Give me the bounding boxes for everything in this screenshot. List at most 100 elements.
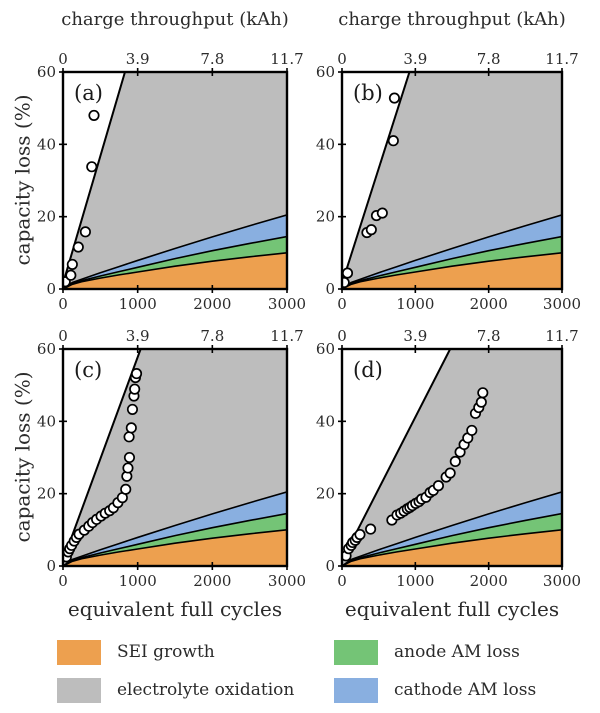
data-points	[342, 92, 400, 289]
svg-text:0: 0	[337, 50, 347, 68]
svg-text:60: 60	[37, 63, 56, 81]
data-points	[342, 387, 489, 562]
anode-am-loss-swatch	[334, 639, 378, 665]
anode-am-loss-region	[63, 236, 287, 289]
electrolyte-oxidation-region	[63, 349, 287, 566]
data-point	[387, 135, 399, 147]
svg-text:7.8: 7.8	[200, 50, 224, 68]
region-boundary-line	[63, 235, 287, 289]
sei-growth-region	[342, 529, 562, 566]
axes-spines	[61, 70, 289, 291]
svg-text:0: 0	[58, 295, 68, 313]
svg-text:40: 40	[316, 135, 335, 153]
svg-text:0: 0	[337, 295, 347, 313]
svg-text:0: 0	[325, 557, 335, 575]
data-point	[123, 451, 136, 464]
panel-letter: (c)	[74, 358, 102, 382]
data-point	[354, 528, 366, 541]
sei-growth-swatch	[57, 639, 101, 665]
oxidation-envelope-line	[342, 72, 411, 284]
svg-text:20: 20	[37, 208, 56, 226]
legend-label: electrolyte oxidation	[117, 680, 295, 700]
data-point	[432, 480, 444, 492]
axes-spines	[340, 347, 564, 568]
svg-text:40: 40	[316, 412, 335, 430]
svg-text:0: 0	[58, 50, 68, 68]
svg-text:3000: 3000	[268, 572, 306, 590]
cathode-am-loss-region	[342, 214, 562, 289]
cathode-am-loss-region	[63, 491, 287, 566]
legend-item-cathode-am-loss: cathode AM loss	[334, 677, 536, 703]
region-boundary-line	[342, 491, 562, 566]
cathode-am-loss-region	[63, 214, 287, 289]
svg-text:20: 20	[37, 485, 56, 503]
data-point	[477, 387, 489, 399]
cathode-am-loss-swatch	[334, 677, 378, 703]
svg-text:11.7: 11.7	[545, 327, 578, 345]
data-point	[126, 403, 138, 415]
svg-text:40: 40	[37, 135, 56, 153]
svg-text:3.9: 3.9	[126, 327, 150, 345]
data-point	[365, 523, 377, 535]
region-boundary-line	[63, 252, 287, 289]
svg-text:1000: 1000	[119, 295, 157, 313]
cathode-am-loss-region	[342, 491, 562, 566]
svg-text:7.8: 7.8	[477, 327, 501, 345]
svg-text:3.9: 3.9	[126, 50, 150, 68]
svg-text:11.7: 11.7	[270, 50, 303, 68]
legend-item-sei-growth: SEI growth	[57, 639, 215, 665]
svg-text:1000: 1000	[119, 572, 157, 590]
data-point	[129, 383, 141, 395]
top-axis-title-b: charge throughput (kAh)	[338, 9, 566, 30]
plot-area	[63, 349, 287, 566]
sei-growth-region	[63, 252, 287, 289]
electrolyte-oxidation-region	[63, 72, 287, 289]
data-point	[449, 455, 461, 468]
region-boundary-line	[342, 214, 562, 289]
data-point	[123, 431, 135, 443]
svg-text:60: 60	[316, 340, 335, 358]
svg-text:0: 0	[325, 280, 335, 298]
x-axis-title-c: equivalent full cycles	[67, 597, 283, 621]
data-point	[365, 224, 377, 236]
legend-label: SEI growth	[117, 642, 215, 662]
panel-letter: (b)	[353, 81, 383, 105]
svg-text:7.8: 7.8	[200, 327, 224, 345]
svg-text:11.7: 11.7	[545, 50, 578, 68]
svg-text:0: 0	[46, 557, 56, 575]
sei-growth-region	[63, 529, 287, 566]
svg-text:60: 60	[37, 340, 56, 358]
legend-item-electrolyte-oxidation: electrolyte oxidation	[57, 677, 294, 703]
data-points	[63, 368, 143, 563]
svg-text:3000: 3000	[268, 295, 306, 313]
svg-text:2000: 2000	[470, 572, 508, 590]
plot-area	[342, 72, 562, 289]
data-point	[72, 241, 84, 253]
oxidation-envelope-line	[63, 349, 142, 561]
svg-text:0: 0	[58, 327, 68, 345]
svg-text:1000: 1000	[396, 572, 434, 590]
data-point	[79, 226, 91, 238]
y-axis-title-row2: capacity loss (%)	[10, 371, 35, 543]
oxidation-envelope-line	[342, 349, 452, 562]
plot-area	[342, 349, 562, 566]
data-point	[342, 276, 350, 289]
data-point	[88, 109, 100, 121]
axes-spines	[61, 347, 289, 568]
electrolyte-oxidation-swatch	[57, 677, 101, 703]
svg-text:2000: 2000	[193, 572, 231, 590]
data-point	[376, 207, 388, 219]
region-boundary-line	[342, 235, 562, 289]
data-point	[66, 258, 78, 270]
anode-am-loss-region	[342, 236, 562, 289]
panel-letter: (d)	[353, 358, 383, 382]
data-point	[444, 467, 456, 479]
svg-text:7.8: 7.8	[477, 50, 501, 68]
